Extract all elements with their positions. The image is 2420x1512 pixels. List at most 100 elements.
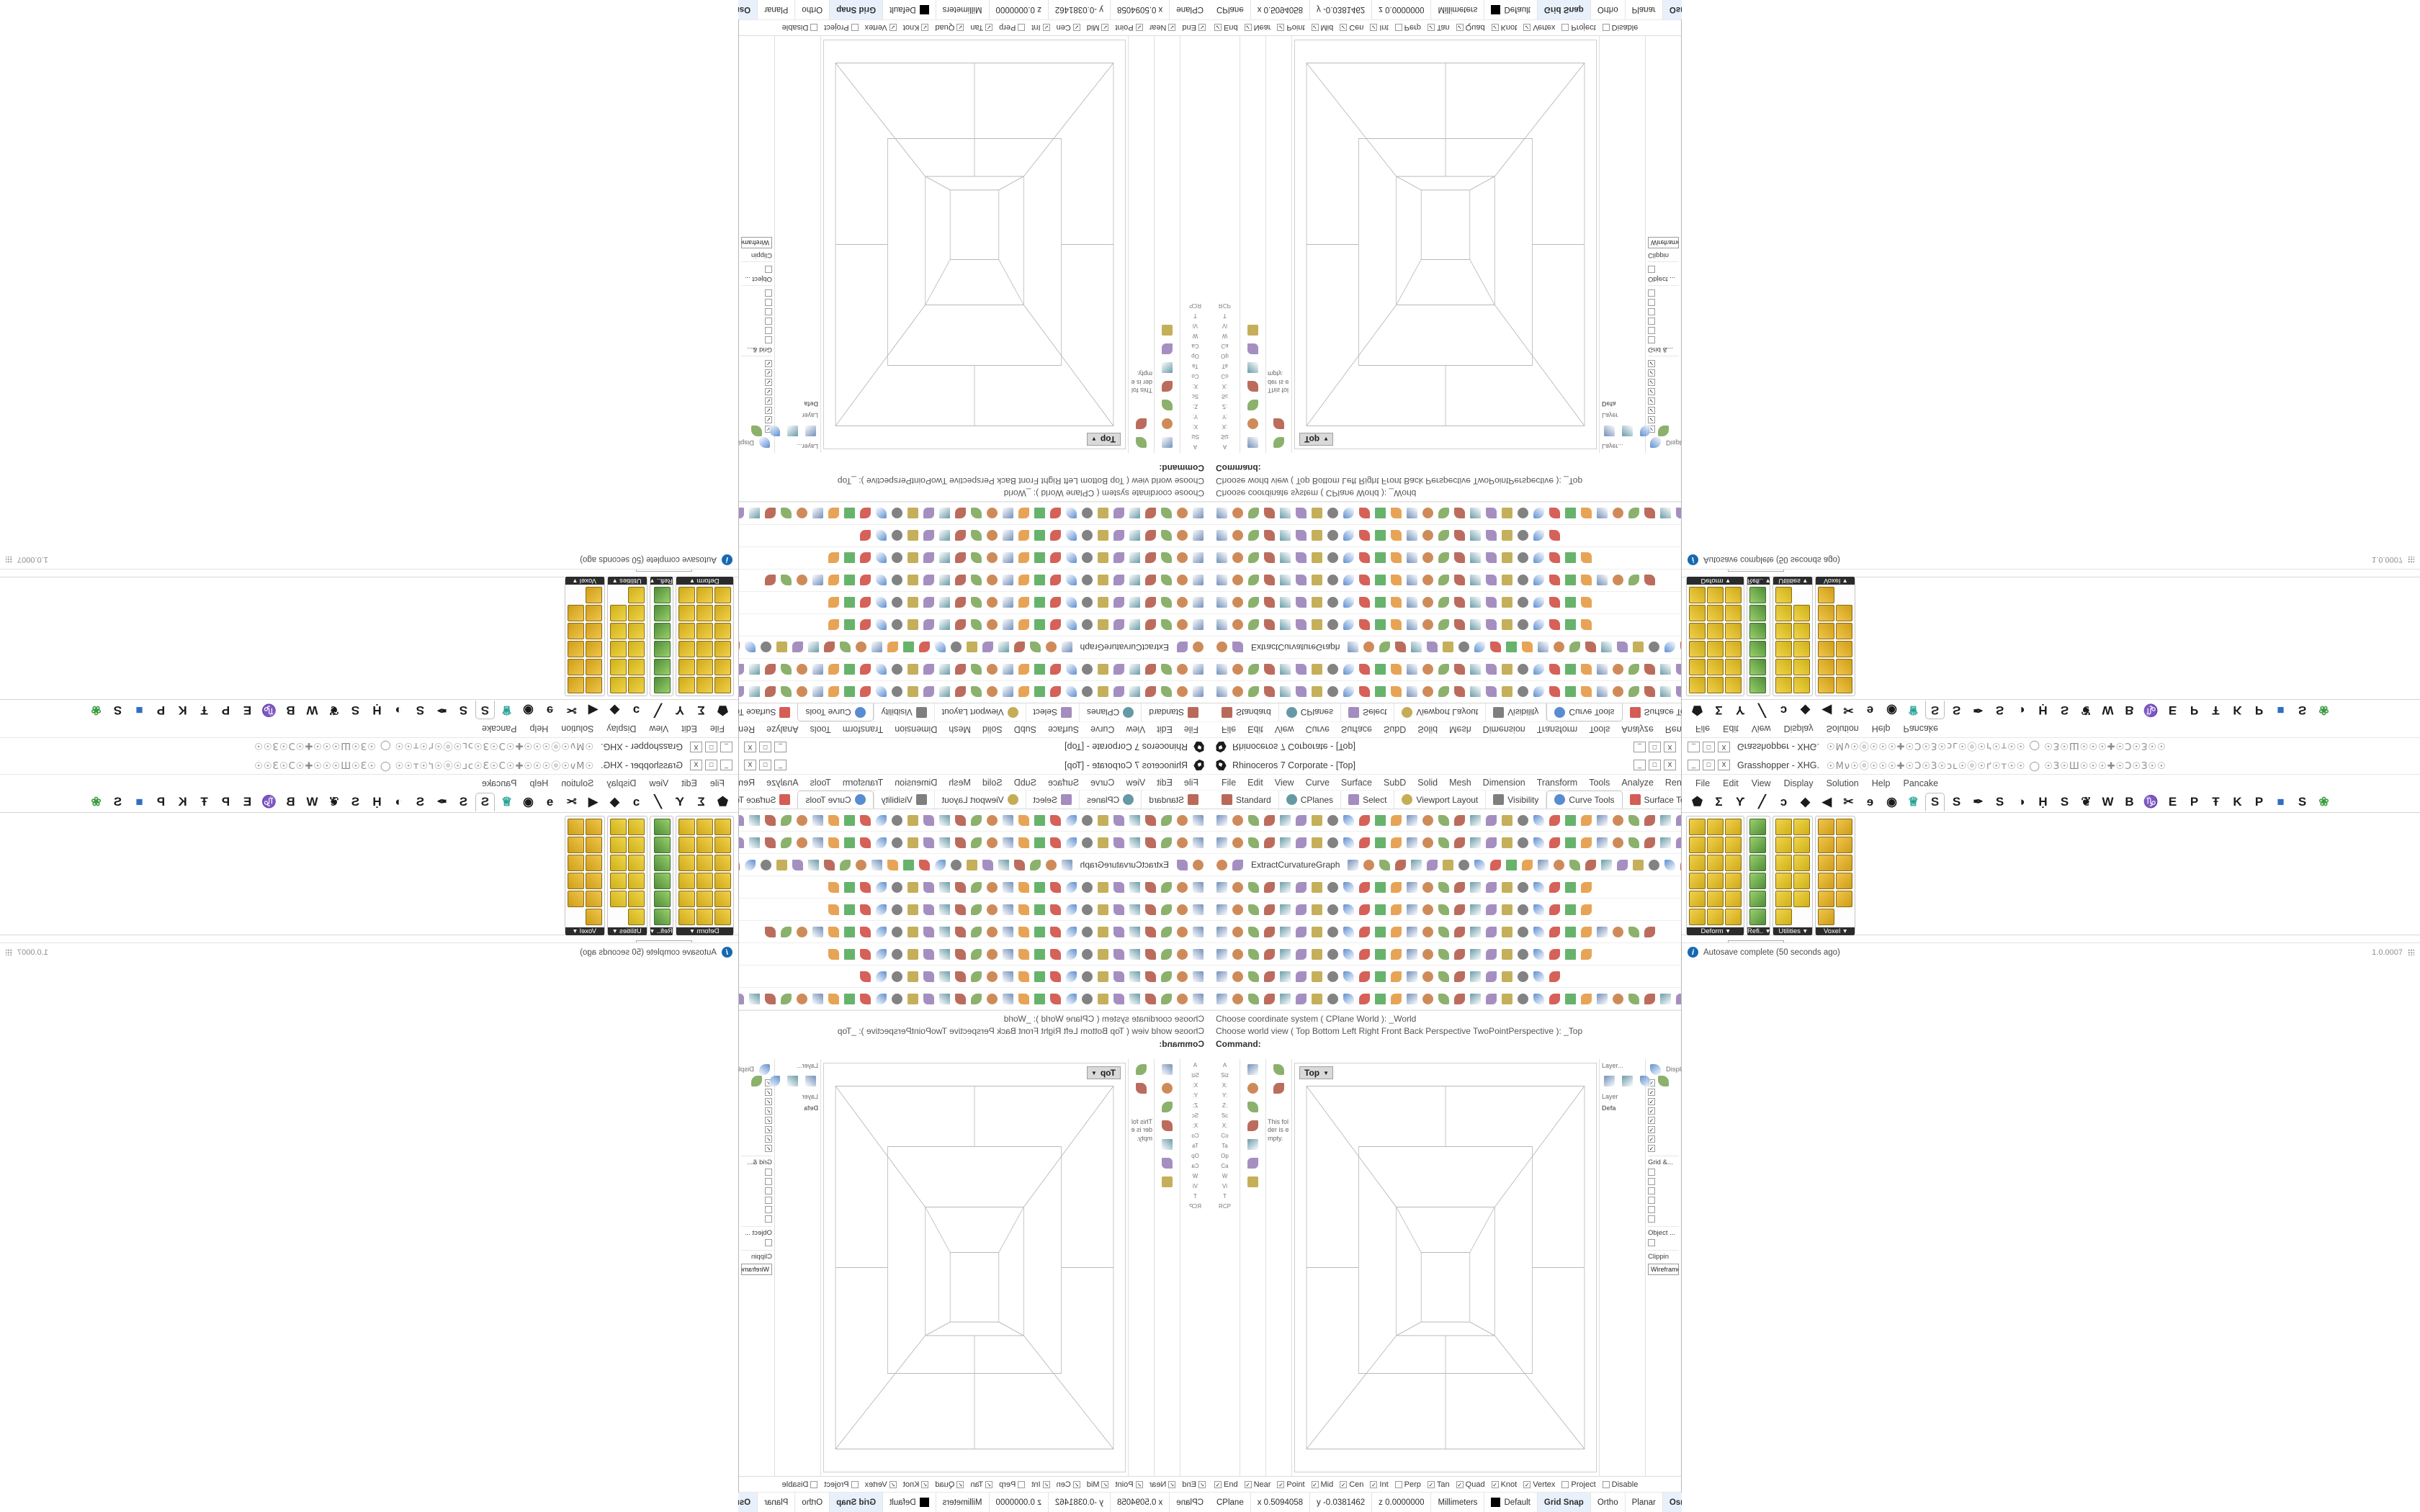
tool-icon-5[interactable]: [1294, 551, 1309, 566]
tool-icon-9[interactable]: [1357, 902, 1372, 917]
tool-icon-1[interactable]: [1230, 902, 1245, 917]
display-option-row[interactable]: ✓: [741, 388, 772, 395]
tool-icon-4[interactable]: [1127, 595, 1142, 611]
tool-icon-12[interactable]: [1404, 685, 1420, 700]
tool-icon-8[interactable]: [1341, 835, 1356, 850]
grasshopper-category-tabs[interactable]: ⬟ Σ Ƴ ╱ ↄ ◆ ◀ ✂ ɘ ◉ ♕ S S ✒ S ◑ Ḥ S ❦ W B ♑ E P Ŧ K P ■ S ❀: [0, 699, 738, 721]
tool-icon-14[interactable]: [1436, 551, 1451, 566]
tool-icon-6[interactable]: [1309, 573, 1325, 588]
tool-icon-18[interactable]: [774, 858, 789, 873]
minimize-button[interactable]: _: [1634, 742, 1646, 752]
tool-icon-17[interactable]: [921, 813, 936, 828]
tool-icon-19[interactable]: [1515, 835, 1531, 850]
tool-icon-1[interactable]: [1175, 813, 1190, 828]
tool-icon-18[interactable]: [905, 880, 920, 895]
gh-minimize-button[interactable]: _: [1688, 742, 1700, 752]
tool-icon-27[interactable]: [1642, 991, 1657, 1007]
tool-icon-4[interactable]: [1278, 685, 1293, 700]
tool-icon-3[interactable]: [1143, 924, 1158, 940]
gh-component-icon[interactable]: [610, 659, 627, 675]
tool-icon-20[interactable]: [874, 685, 889, 700]
tool-icon-14[interactable]: [969, 924, 984, 940]
tool-icon-21[interactable]: [858, 551, 873, 566]
tool-icon-6[interactable]: [1095, 528, 1111, 544]
tool-icon-10[interactable]: [1032, 573, 1047, 588]
tool-icon-21[interactable]: [1547, 528, 1562, 544]
display-option-row[interactable]: [1648, 1239, 1679, 1246]
rhino-toolrow-8[interactable]: [739, 966, 1210, 988]
osnap-int[interactable]: ✓ Int: [1370, 24, 1389, 32]
tool-icon-8[interactable]: [1064, 924, 1079, 940]
rhino-menubar-item-9[interactable]: Transform: [842, 777, 884, 788]
gh-category-22[interactable]: E: [2168, 794, 2177, 809]
tool-icon-3[interactable]: [1393, 858, 1408, 873]
tool-icon-15[interactable]: [953, 506, 968, 521]
gh-ribbon-icons[interactable]: [608, 585, 647, 696]
tool-icon-22[interactable]: [842, 595, 857, 611]
grasshopper-menubar-item-2[interactable]: View: [1751, 724, 1771, 734]
tool-icon-9[interactable]: [1357, 551, 1372, 566]
status-z[interactable]: z 0.0000000: [988, 0, 1048, 19]
tool-icon-3[interactable]: [1143, 685, 1158, 700]
tool-icon-17[interactable]: [921, 595, 936, 611]
gh-component-icon[interactable]: [628, 605, 645, 621]
tool-icon-1[interactable]: [1175, 902, 1190, 917]
osnap-int[interactable]: ✓ Int: [1031, 1480, 1050, 1489]
tool-icon-5[interactable]: [1111, 902, 1126, 917]
gh-component-icon[interactable]: [1817, 605, 1834, 621]
display-option-checkbox[interactable]: ✓: [1648, 388, 1655, 395]
tool-icon-1[interactable]: [1230, 880, 1245, 895]
osnap-checkbox[interactable]: ✓: [921, 24, 929, 32]
rhino-status-row[interactable]: CPlane x 0.5094058 y -0.0381462 z 0.0000000…: [1210, 1493, 1902, 1512]
tool-icon-7[interactable]: [1325, 595, 1340, 611]
tool-icon-2[interactable]: [1159, 880, 1174, 895]
gh-component-icon[interactable]: [714, 873, 731, 889]
tool-icon-9[interactable]: [1048, 947, 1063, 962]
tool-icon-9[interactable]: [1048, 506, 1063, 521]
tool-icon-19[interactable]: [1515, 662, 1531, 678]
gh-ribbon-icons[interactable]: [1816, 585, 1855, 696]
gh-category-8[interactable]: ɘ: [546, 703, 554, 718]
osnap-checkbox[interactable]: [1561, 1480, 1569, 1488]
tool-icon-29[interactable]: [739, 685, 746, 700]
gh-category-17[interactable]: S: [2060, 703, 2069, 718]
gh-ribbon-icons[interactable]: [1816, 816, 1855, 927]
tool-icon-6[interactable]: [1309, 813, 1325, 828]
tool-icon-18[interactable]: [905, 947, 920, 962]
gh-category-7[interactable]: ✂: [1843, 794, 1854, 809]
tool-icon-20[interactable]: [874, 902, 889, 917]
tool-icon-21[interactable]: [1547, 506, 1562, 521]
gh-component-icon[interactable]: [714, 837, 731, 853]
gh-ribbon-group-label[interactable]: Voxel ▾: [1815, 927, 1855, 935]
tool-icon-2[interactable]: [1159, 551, 1174, 566]
tool-icon-12[interactable]: [1404, 991, 1420, 1007]
gh-ribbon-icons[interactable]: [1747, 585, 1770, 696]
rhino-tab-visibility[interactable]: Visibility: [873, 791, 934, 809]
tool-icon-19[interactable]: [889, 813, 905, 828]
display-option-row[interactable]: [741, 1239, 772, 1246]
tool-icon-13[interactable]: [1420, 618, 1435, 633]
gh-category-14[interactable]: S: [416, 703, 425, 718]
tool-icon-10[interactable]: [1032, 528, 1047, 544]
osnap-checkbox[interactable]: [1394, 1480, 1402, 1488]
tool-icon-2[interactable]: [1246, 880, 1261, 895]
osnap-knot[interactable]: ✓ Knot: [903, 24, 929, 32]
folder-icon-0[interactable]: [1271, 435, 1286, 450]
gh-component-icon[interactable]: [628, 855, 645, 871]
tool-icon-26[interactable]: [779, 924, 794, 940]
tool-icon-9[interactable]: [1048, 991, 1063, 1007]
tool-icon-3[interactable]: [1143, 573, 1158, 588]
tool-icon-27[interactable]: [763, 991, 778, 1007]
tool-icon-17[interactable]: [790, 858, 805, 873]
tool-icon-2[interactable]: [1377, 858, 1392, 873]
gh-category-12[interactable]: S: [459, 794, 468, 809]
grasshopper-ribbon[interactable]: Deform ▾ Refi.. ▾ Utilities ▾ Voxel ▾: [0, 813, 738, 935]
gh-component-icon[interactable]: [1775, 873, 1792, 889]
tool-icon-3[interactable]: [1262, 813, 1277, 828]
tool-icon-0[interactable]: [1191, 880, 1206, 895]
tool-icon-14[interactable]: [1436, 573, 1451, 588]
rhino-display-panel[interactable]: Display ✓ ✓ ✓ ✓ ✓ ✓ ✓ ✓ Grid &... Object ... Clippi…: [1645, 36, 1688, 453]
tool-icon-25[interactable]: [794, 506, 810, 521]
tool-icon-5[interactable]: [1294, 573, 1309, 588]
tool-icon-22[interactable]: [842, 573, 857, 588]
